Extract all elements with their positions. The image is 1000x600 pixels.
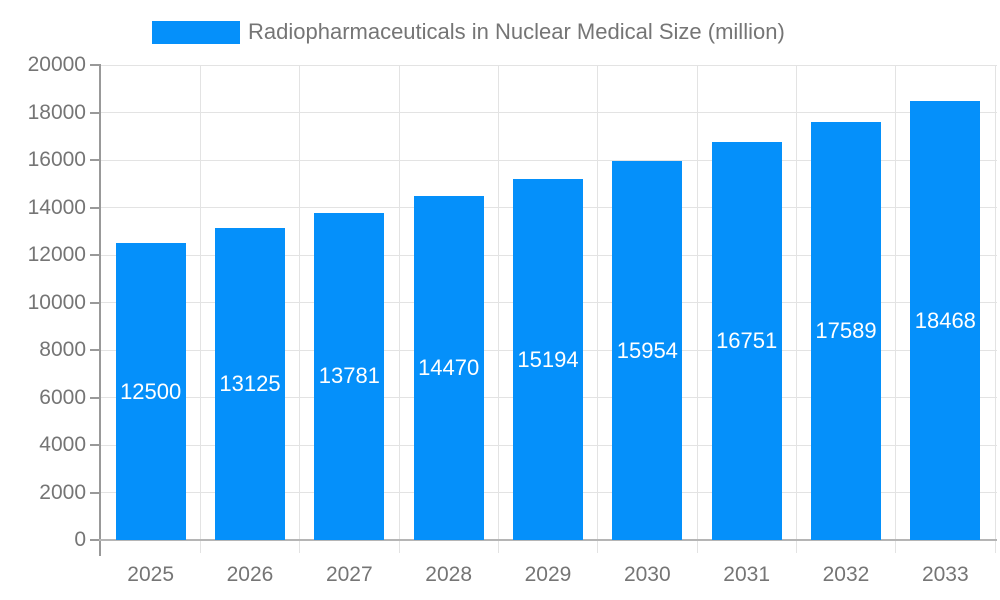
x-tick-label: 2029 — [524, 563, 572, 586]
y-tick-label: 8000 — [39, 338, 86, 361]
x-axis-tick — [994, 540, 996, 553]
y-tick-label: 0 — [74, 528, 86, 551]
y-tick-label: 6000 — [39, 385, 86, 409]
gridline-vertical — [199, 65, 201, 540]
x-axis-tick — [299, 540, 301, 553]
x-tick-label: 2033 — [921, 563, 969, 586]
gridline-horizontal — [101, 112, 997, 113]
x-tick-label: 2026 — [226, 563, 274, 586]
bar-value-label: 15954 — [616, 337, 678, 363]
y-axis-tick — [90, 159, 101, 161]
gridline-vertical — [497, 65, 499, 540]
bar-value-label: 18468 — [914, 307, 976, 333]
bar-value-label: 12500 — [120, 378, 182, 404]
bar-value-label: 13125 — [219, 371, 281, 397]
gridline-horizontal — [101, 64, 997, 66]
y-axis-tick — [90, 349, 101, 351]
bar — [910, 101, 981, 540]
y-axis-tick — [90, 444, 101, 446]
x-axis-tick — [398, 540, 400, 553]
y-axis-tick — [90, 539, 101, 541]
y-axis-tick — [90, 254, 101, 256]
x-tick-label: 2027 — [325, 563, 373, 586]
gridline-vertical — [994, 65, 996, 540]
x-tick-label: 2032 — [822, 563, 870, 586]
y-tick-label: 20000 — [27, 53, 86, 76]
bar — [314, 212, 385, 540]
y-axis-tick — [90, 111, 101, 114]
x-axis-line — [99, 539, 997, 541]
bar-value-label: 17589 — [815, 318, 877, 344]
y-axis-tick — [90, 301, 101, 304]
y-axis-tick — [90, 396, 101, 399]
x-axis-tick — [497, 540, 499, 553]
x-axis-tick — [696, 540, 698, 553]
y-tick-label: 16000 — [27, 148, 86, 171]
bar — [513, 179, 583, 540]
x-axis-tick — [895, 540, 897, 553]
x-tick-label: 2030 — [623, 563, 671, 586]
legend-swatch-icon — [152, 20, 240, 44]
bar — [215, 228, 285, 540]
bar-value-label: 16751 — [716, 328, 778, 354]
bar — [711, 142, 782, 540]
gridline-horizontal — [101, 159, 997, 161]
y-tick-label: 10000 — [27, 290, 86, 314]
y-axis-line — [99, 65, 101, 556]
y-tick-label: 18000 — [27, 100, 86, 124]
x-axis-tick — [597, 540, 599, 553]
x-tick-label: 2025 — [127, 563, 175, 586]
bar — [115, 243, 186, 540]
x-axis-tick — [199, 540, 201, 553]
y-tick-label: 2000 — [39, 480, 86, 504]
bar-value-label: 15194 — [517, 346, 579, 372]
x-tick-label: 2028 — [425, 563, 473, 586]
bar — [811, 122, 881, 540]
x-tick-label: 2031 — [723, 563, 771, 586]
chart-title: Radiopharmaceuticals in Nuclear Medical … — [248, 19, 785, 44]
x-axis-tick — [795, 540, 797, 553]
gridline-vertical — [895, 65, 897, 540]
y-tick-label: 12000 — [27, 243, 86, 266]
y-axis-tick — [90, 206, 101, 209]
gridline-vertical — [597, 65, 599, 540]
legend: Radiopharmaceuticals in Nuclear Medical … — [152, 19, 785, 45]
y-axis-tick — [90, 64, 101, 66]
gridline-vertical — [795, 65, 797, 540]
bar — [413, 196, 484, 540]
gridline-vertical — [696, 65, 698, 540]
y-tick-label: 4000 — [39, 433, 86, 456]
bar — [612, 161, 683, 540]
gridline-vertical — [299, 65, 301, 540]
y-tick-label: 14000 — [27, 195, 86, 219]
bar-value-label: 13781 — [318, 363, 380, 389]
gridline-vertical — [398, 65, 400, 540]
y-axis-tick — [90, 491, 101, 494]
bar-value-label: 14470 — [418, 355, 480, 381]
